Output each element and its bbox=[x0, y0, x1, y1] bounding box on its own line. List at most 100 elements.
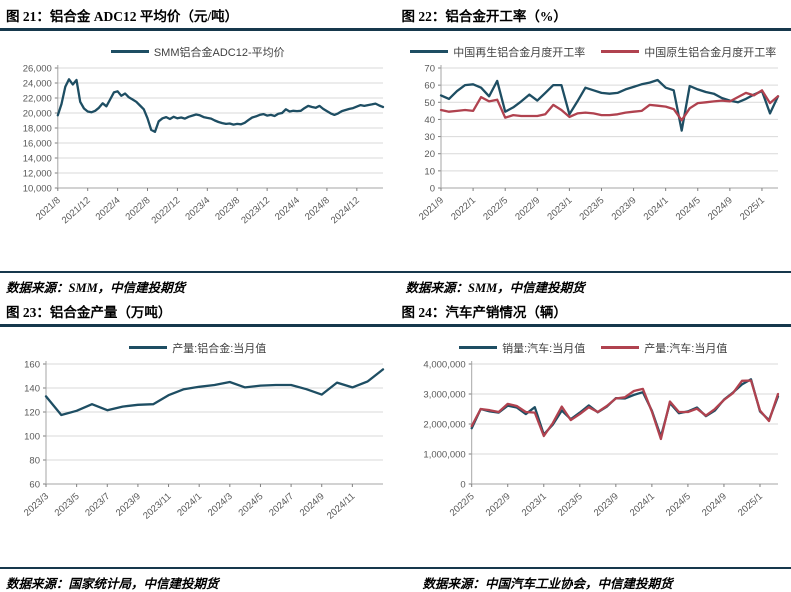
svg-text:2024/1: 2024/1 bbox=[175, 491, 204, 519]
bottom-title-separator-rule bbox=[0, 324, 791, 327]
top-section: 图 21：铝合金 ADC12 平均价（元/吨） 图 22：铝合金开工率（%） S… bbox=[0, 0, 791, 296]
svg-text:12,000: 12,000 bbox=[22, 169, 51, 180]
svg-text:0: 0 bbox=[430, 184, 435, 195]
svg-text:2024/11: 2024/11 bbox=[325, 491, 357, 522]
svg-text:0: 0 bbox=[461, 480, 466, 491]
legend-line-swatch bbox=[110, 50, 149, 53]
svg-text:140: 140 bbox=[24, 384, 40, 395]
top-title-separator-rule bbox=[0, 28, 791, 31]
line-chart-canvas: 60 80 100 120 140 160 2023/3 2023/5 2023/7 2023/9… bbox=[22, 360, 384, 522]
svg-text:50: 50 bbox=[425, 98, 436, 109]
svg-text:2024/3: 2024/3 bbox=[206, 491, 235, 519]
figure-23-legend: 产量:铝合金:当月值 bbox=[129, 340, 266, 355]
line-chart-canvas: 0 1,000,000 2,000,000 3,000,000 4,000,000 202… bbox=[424, 360, 780, 519]
legend-line-swatch bbox=[459, 346, 498, 349]
svg-text:18,000: 18,000 bbox=[22, 124, 51, 135]
legend-label: SMM铝合金ADC12-平均价 bbox=[153, 46, 285, 59]
svg-text:2023/5: 2023/5 bbox=[556, 491, 585, 519]
svg-text:2024/5: 2024/5 bbox=[664, 491, 693, 519]
figure-22-title: 图 22：铝合金开工率（%） bbox=[401, 9, 567, 24]
svg-text:2022/12: 2022/12 bbox=[149, 195, 182, 226]
figure-23-chart: 60 80 100 120 140 160 2023/3 2023/5 2023/7 2023/9… bbox=[6, 358, 390, 541]
svg-text:2022/8: 2022/8 bbox=[123, 195, 152, 223]
figure-22-chart: 0 10 20 30 40 50 60 70 2021/9 2022/1 2022/5 2022/9 2… bbox=[401, 62, 785, 245]
svg-text:2023/1: 2023/1 bbox=[546, 195, 575, 223]
svg-text:2023/11: 2023/11 bbox=[141, 491, 173, 522]
svg-text:14,000: 14,000 bbox=[22, 154, 51, 165]
svg-text:2021/9: 2021/9 bbox=[417, 195, 446, 223]
svg-text:2024/9: 2024/9 bbox=[298, 491, 327, 519]
legend-label: 产量:铝合金:当月值 bbox=[172, 342, 267, 355]
legend-line-swatch bbox=[410, 50, 449, 53]
svg-text:30: 30 bbox=[425, 132, 436, 143]
svg-text:2022/5: 2022/5 bbox=[448, 491, 477, 519]
legend-label: 中国原生铝合金月度开工率 bbox=[644, 46, 777, 59]
figure-24-legend: 销量:汽车:当月值 产量:汽车:当月值 bbox=[459, 340, 727, 355]
bottom-source-separator-rule bbox=[0, 567, 791, 569]
figure-22-legend: 中国再生铝合金月度开工率 中国原生铝合金月度开工率 bbox=[410, 44, 776, 59]
svg-text:100: 100 bbox=[24, 432, 40, 443]
svg-text:40: 40 bbox=[425, 115, 436, 126]
legend-line-swatch bbox=[129, 346, 168, 349]
svg-text:80: 80 bbox=[29, 456, 40, 467]
svg-text:2023/3: 2023/3 bbox=[22, 491, 51, 519]
svg-text:10,000: 10,000 bbox=[22, 184, 51, 195]
svg-text:1,000,000: 1,000,000 bbox=[424, 450, 466, 461]
svg-text:2023/7: 2023/7 bbox=[83, 491, 112, 519]
svg-text:20,000: 20,000 bbox=[22, 109, 51, 120]
figure-23-title: 图 23：铝合金产量（万吨） bbox=[6, 305, 172, 320]
figure-21-legend: SMM铝合金ADC12-平均价 bbox=[110, 44, 285, 60]
svg-text:2024/9: 2024/9 bbox=[706, 195, 735, 223]
figure-22-source: 数据来源：SMM，中信建投期货 bbox=[405, 281, 585, 295]
svg-text:2022/9: 2022/9 bbox=[484, 491, 513, 519]
svg-text:2021/8: 2021/8 bbox=[34, 195, 63, 223]
legend-item: 中国原生铝合金月度开工率 bbox=[601, 44, 776, 60]
svg-text:60: 60 bbox=[425, 81, 436, 92]
svg-text:2024/4: 2024/4 bbox=[273, 195, 302, 223]
bottom-sources-row: 数据来源：国家统计局，中信建投期货 数据来源：中国汽车工业协会，中信建投期货 bbox=[0, 569, 791, 592]
svg-text:2023/12: 2023/12 bbox=[239, 195, 272, 226]
svg-text:2023/9: 2023/9 bbox=[114, 491, 143, 519]
legend-item: 销量:汽车:当月值 bbox=[459, 340, 585, 356]
svg-text:160: 160 bbox=[24, 360, 40, 371]
legend-label: 中国再生铝合金月度开工率 bbox=[453, 46, 586, 59]
figure-21-panel: SMM铝合金ADC12-平均价 10,000 12,000 14,000 16,000… bbox=[0, 31, 396, 271]
legend-item: SMM铝合金ADC12-平均价 bbox=[110, 44, 285, 60]
svg-text:20: 20 bbox=[425, 149, 436, 160]
top-sources-row: 数据来源：SMM，中信建投期货 数据来源：SMM，中信建投期货 bbox=[0, 273, 791, 296]
svg-text:2024/7: 2024/7 bbox=[267, 491, 296, 519]
svg-text:2025/1: 2025/1 bbox=[738, 195, 767, 223]
legend-line-swatch bbox=[601, 50, 640, 53]
svg-text:2022/1: 2022/1 bbox=[449, 195, 478, 223]
bottom-section: 图 23：铝合金产量（万吨） 图 24：汽车产销情况（辆） 产量:铝合金:当月值… bbox=[0, 296, 791, 592]
svg-text:120: 120 bbox=[24, 408, 40, 419]
top-titles-row: 图 21：铝合金 ADC12 平均价（元/吨） 图 22：铝合金开工率（%） bbox=[0, 0, 791, 28]
svg-text:70: 70 bbox=[425, 64, 436, 75]
bottom-titles-row: 图 23：铝合金产量（万吨） 图 24：汽车产销情况（辆） bbox=[0, 296, 791, 324]
legend-item: 中国再生铝合金月度开工率 bbox=[410, 44, 585, 60]
svg-text:22,000: 22,000 bbox=[22, 94, 51, 105]
svg-text:3,000,000: 3,000,000 bbox=[424, 390, 466, 401]
figure-21-chart: 10,000 12,000 14,000 16,000 18,000 20,000 22,0… bbox=[6, 62, 390, 245]
svg-text:2,000,000: 2,000,000 bbox=[424, 420, 466, 431]
legend-line-swatch bbox=[601, 346, 640, 349]
figure-24-panel: 销量:汽车:当月值 产量:汽车:当月值 0 1,000,000 2,000,000 3,… bbox=[396, 327, 791, 567]
svg-text:2022/9: 2022/9 bbox=[514, 195, 543, 223]
svg-text:2024/5: 2024/5 bbox=[236, 491, 265, 519]
figure-24-chart: 0 1,000,000 2,000,000 3,000,000 4,000,000 202… bbox=[401, 358, 785, 541]
svg-text:2024/1: 2024/1 bbox=[642, 195, 671, 223]
svg-text:2023/9: 2023/9 bbox=[610, 195, 639, 223]
figure-23-source: 数据来源：国家统计局，中信建投期货 bbox=[6, 577, 219, 591]
figure-21-source: 数据来源：SMM，中信建投期货 bbox=[6, 281, 186, 295]
svg-text:4,000,000: 4,000,000 bbox=[424, 360, 466, 371]
svg-text:60: 60 bbox=[29, 480, 40, 491]
svg-text:10: 10 bbox=[425, 166, 436, 177]
svg-text:2025/1: 2025/1 bbox=[736, 491, 765, 519]
figure-24-source: 数据来源：中国汽车工业协会，中信建投期货 bbox=[422, 577, 673, 591]
svg-text:2024/12: 2024/12 bbox=[329, 195, 362, 226]
svg-text:24,000: 24,000 bbox=[22, 79, 51, 90]
figure-23-panel: 产量:铝合金:当月值 60 80 100 120 140 160 2023/3 2023/5 2… bbox=[0, 327, 396, 567]
legend-label: 产量:汽车:当月值 bbox=[644, 342, 728, 355]
